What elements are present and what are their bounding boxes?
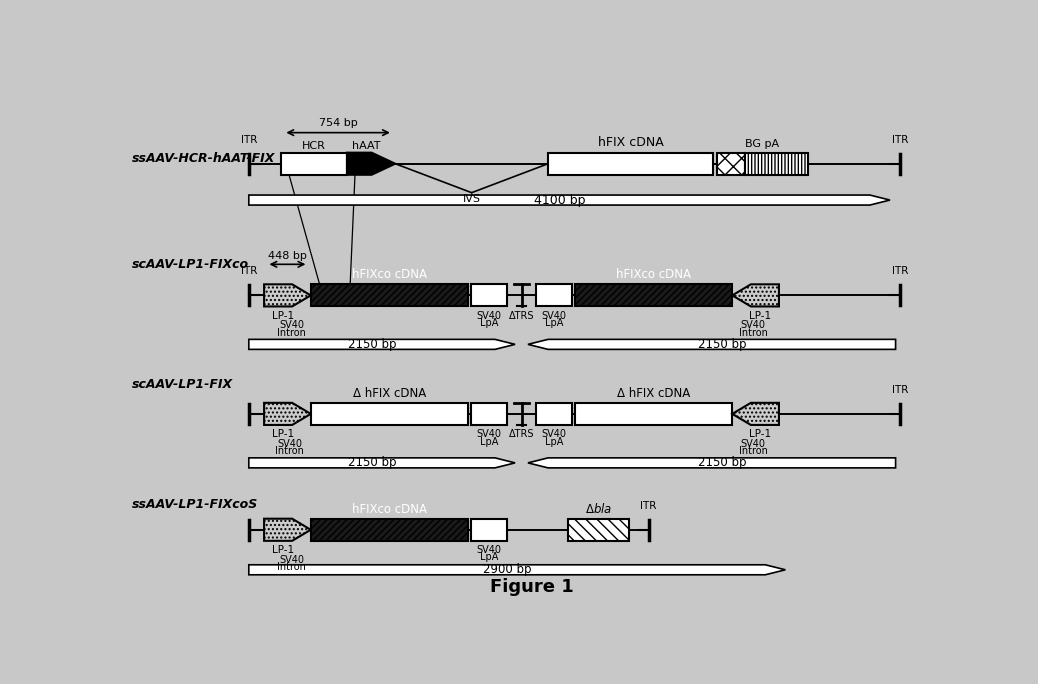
Text: scAAV-LP1-FIX: scAAV-LP1-FIX xyxy=(132,378,234,391)
Polygon shape xyxy=(264,403,310,425)
Text: Intron: Intron xyxy=(739,328,768,337)
Text: LP-1: LP-1 xyxy=(272,311,295,321)
Text: HCR: HCR xyxy=(302,140,326,150)
Text: Δ hFIX cDNA: Δ hFIX cDNA xyxy=(353,386,426,399)
Bar xyxy=(471,518,507,541)
Polygon shape xyxy=(732,403,778,425)
Polygon shape xyxy=(249,339,515,350)
Text: ssAAV-LP1-FIXcoS: ssAAV-LP1-FIXcoS xyxy=(132,498,258,511)
Text: 448 bp: 448 bp xyxy=(268,250,307,261)
Text: ssAAV-HCR-hAAT-FIX: ssAAV-HCR-hAAT-FIX xyxy=(132,152,275,165)
Text: LpA: LpA xyxy=(480,553,498,562)
Text: LpA: LpA xyxy=(480,318,498,328)
Text: 2150 bp: 2150 bp xyxy=(348,456,397,469)
Text: ITR: ITR xyxy=(640,501,657,511)
Text: LpA: LpA xyxy=(480,436,498,447)
Bar xyxy=(471,403,507,425)
Text: Intron: Intron xyxy=(277,562,306,572)
Text: SV40: SV40 xyxy=(279,555,304,564)
Bar xyxy=(536,403,572,425)
Polygon shape xyxy=(249,458,515,468)
Text: SV40: SV40 xyxy=(279,320,304,330)
Text: ITR: ITR xyxy=(893,135,908,145)
Text: hAAT: hAAT xyxy=(352,140,381,150)
Bar xyxy=(310,285,467,306)
Text: LP-1: LP-1 xyxy=(748,429,770,439)
Text: ITR: ITR xyxy=(241,135,257,145)
Text: Figure 1: Figure 1 xyxy=(490,577,574,596)
Text: SV40: SV40 xyxy=(476,429,501,439)
Text: SV40: SV40 xyxy=(542,429,567,439)
Polygon shape xyxy=(249,565,786,575)
Text: 4100 bp: 4100 bp xyxy=(534,194,585,207)
Text: BG pA: BG pA xyxy=(745,140,780,150)
Polygon shape xyxy=(264,518,310,541)
Text: ITR: ITR xyxy=(241,267,257,276)
Bar xyxy=(310,518,467,541)
Text: IVS: IVS xyxy=(463,194,481,205)
Bar xyxy=(281,153,347,175)
Polygon shape xyxy=(528,339,896,350)
Text: SV40: SV40 xyxy=(741,320,766,330)
Bar xyxy=(568,518,629,541)
Text: 754 bp: 754 bp xyxy=(319,118,357,129)
Text: ITR: ITR xyxy=(893,385,908,395)
Text: scAAV-LP1-FIXco: scAAV-LP1-FIXco xyxy=(132,259,249,272)
Text: LP-1: LP-1 xyxy=(748,311,770,321)
Bar xyxy=(471,285,507,306)
Bar xyxy=(575,285,732,306)
Bar xyxy=(536,285,572,306)
Text: Intron: Intron xyxy=(275,446,304,456)
Text: ΔTRS: ΔTRS xyxy=(509,311,535,321)
Polygon shape xyxy=(347,153,395,175)
Text: hFIX cDNA: hFIX cDNA xyxy=(598,137,663,150)
Polygon shape xyxy=(249,195,890,205)
Text: Intron: Intron xyxy=(277,328,306,337)
Text: Intron: Intron xyxy=(739,446,768,456)
Text: ΔTRS: ΔTRS xyxy=(509,429,535,439)
Text: 2150 bp: 2150 bp xyxy=(698,456,746,469)
Text: SV40: SV40 xyxy=(476,545,501,555)
Text: 2150 bp: 2150 bp xyxy=(348,338,397,351)
Text: $\Delta bla$: $\Delta bla$ xyxy=(584,501,612,516)
Bar xyxy=(575,403,732,425)
Text: ITR: ITR xyxy=(893,267,908,276)
Bar xyxy=(745,153,808,175)
Text: LpA: LpA xyxy=(545,436,564,447)
Text: LpA: LpA xyxy=(545,318,564,328)
Polygon shape xyxy=(732,285,778,306)
Text: 2900 bp: 2900 bp xyxy=(483,564,531,577)
Text: hFIXco cDNA: hFIXco cDNA xyxy=(352,268,427,281)
Text: SV40: SV40 xyxy=(277,438,302,449)
Text: 2150 bp: 2150 bp xyxy=(698,338,746,351)
Bar xyxy=(310,403,467,425)
Text: hFIXco cDNA: hFIXco cDNA xyxy=(352,503,427,516)
Polygon shape xyxy=(528,458,896,468)
Bar xyxy=(548,153,713,175)
Text: Δ hFIX cDNA: Δ hFIX cDNA xyxy=(618,386,690,399)
Text: hFIXco cDNA: hFIXco cDNA xyxy=(617,268,691,281)
Text: LP-1: LP-1 xyxy=(272,429,295,439)
Text: SV40: SV40 xyxy=(542,311,567,321)
Polygon shape xyxy=(264,285,310,306)
Text: SV40: SV40 xyxy=(476,311,501,321)
Bar xyxy=(717,153,745,175)
Text: SV40: SV40 xyxy=(741,438,766,449)
Text: LP-1: LP-1 xyxy=(272,545,295,555)
